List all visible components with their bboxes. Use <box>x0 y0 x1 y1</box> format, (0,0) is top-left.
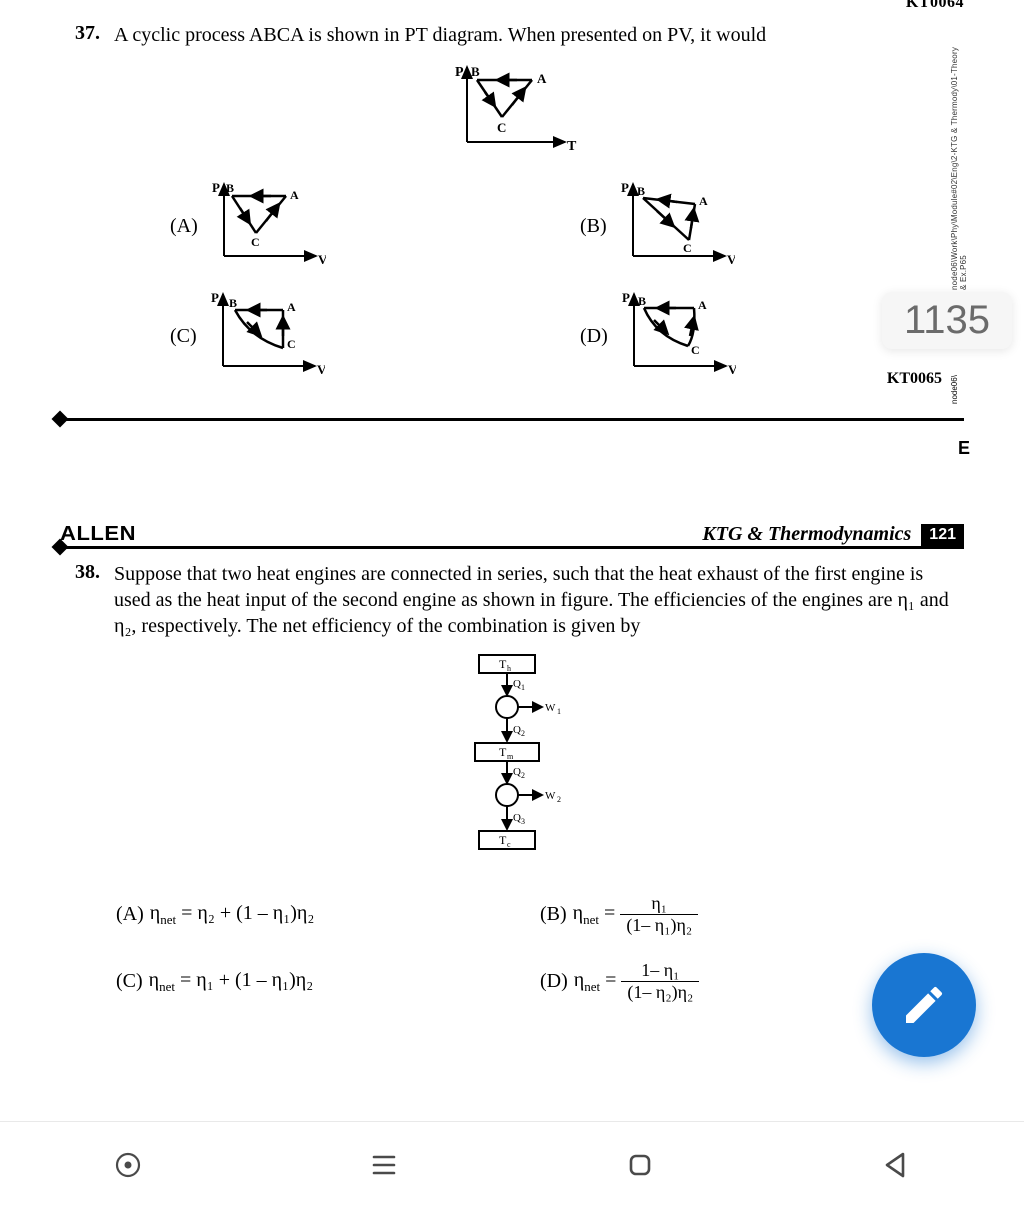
q37-opt-a-label: (A) <box>170 215 198 268</box>
svg-text:P: P <box>621 180 629 195</box>
side-path-text: node06\Work\Phy\Module#02\Eng\2-KTG & Th… <box>950 40 970 290</box>
q38-option-b[interactable]: (B) ηnet = η₁(1– η₁)η₂ <box>540 893 964 936</box>
svg-text:T: T <box>499 657 507 671</box>
nav-home-button[interactable] <box>625 1150 655 1180</box>
question-38: 38. Suppose that two heat engines are co… <box>60 561 964 639</box>
svg-text:B: B <box>638 294 646 308</box>
svg-text:Q: Q <box>513 812 521 824</box>
svg-text:3: 3 <box>521 817 525 826</box>
axis-p-label: P <box>455 65 464 80</box>
q37-option-d[interactable]: (D) P V B A C <box>580 268 930 378</box>
svg-text:C: C <box>251 235 260 249</box>
q37-main-diagram: P T B A C <box>60 62 964 152</box>
svg-text:A: A <box>699 194 708 208</box>
svg-text:B: B <box>637 184 645 198</box>
svg-text:V: V <box>317 362 325 377</box>
svg-text:P: P <box>622 290 630 305</box>
e-label: E <box>958 438 970 459</box>
q38-option-a[interactable]: (A) ηnet = η₂ + (1 – η₁)η₂ <box>116 893 540 936</box>
axis-t-label: T <box>567 139 577 152</box>
q37-option-b[interactable]: (B) P V B A C <box>580 158 930 268</box>
q38-number: 38. <box>60 561 100 639</box>
svg-text:Q: Q <box>513 678 521 690</box>
svg-text:1: 1 <box>521 683 525 692</box>
svg-text:V: V <box>318 252 326 267</box>
q37-opt-d-label: (D) <box>580 325 608 378</box>
q38-text: Suppose that two heat engines are connec… <box>114 561 964 639</box>
chapter-header: ALLEN KTG & Thermodynamics 121 <box>60 521 964 549</box>
nav-recents-button[interactable] <box>369 1150 399 1180</box>
q38-opt-b-label: (B) <box>540 903 567 926</box>
svg-text:C: C <box>683 241 692 255</box>
q37-option-c[interactable]: (C) P V B A C <box>170 268 520 378</box>
q38-option-c[interactable]: (C) ηnet = η₁ + (1 – η₁)η₂ <box>116 960 540 1003</box>
svg-text:Q: Q <box>513 766 521 778</box>
nav-back-button[interactable] <box>881 1150 911 1180</box>
section-divider: E <box>60 418 964 421</box>
svg-text:W: W <box>545 790 556 802</box>
svg-text:2: 2 <box>557 795 561 804</box>
svg-text:B: B <box>471 64 480 79</box>
svg-text:1: 1 <box>557 707 561 716</box>
view-count-badge: 1135 <box>882 292 1012 349</box>
header-code: KT0064 <box>906 0 964 12</box>
q37-opt-c-label: (C) <box>170 325 197 378</box>
svg-text:V: V <box>728 362 736 377</box>
allen-logo-text: ALLEN <box>60 523 136 546</box>
svg-text:W: W <box>545 702 556 714</box>
svg-text:c: c <box>507 840 511 849</box>
svg-text:B: B <box>229 296 237 310</box>
svg-text:T: T <box>499 833 507 847</box>
svg-text:P: P <box>211 290 219 305</box>
svg-text:T: T <box>499 745 507 759</box>
q37-opt-b-label: (B) <box>580 215 607 268</box>
svg-text:C: C <box>497 120 506 135</box>
svg-text:m: m <box>507 752 514 761</box>
svg-text:A: A <box>290 188 299 202</box>
svg-text:h: h <box>507 664 511 673</box>
q37-text: A cyclic process ABCA is shown in PT dia… <box>114 22 964 48</box>
svg-text:A: A <box>698 298 707 312</box>
q38-options: (A) ηnet = η₂ + (1 – η₁)η₂ (B) ηnet = η₁… <box>116 893 964 1003</box>
q38-opt-a-label: (A) <box>116 903 144 926</box>
svg-text:P: P <box>212 180 220 195</box>
pencil-icon <box>900 981 948 1029</box>
svg-text:V: V <box>727 252 735 267</box>
svg-text:2: 2 <box>521 729 525 738</box>
android-nav-bar <box>0 1121 1024 1207</box>
side-path-text-2: node06\ <box>950 364 964 404</box>
kt-code-2: KT0065 <box>887 370 942 388</box>
svg-text:Q: Q <box>513 724 521 736</box>
q38-opt-c-label: (C) <box>116 970 143 993</box>
svg-text:C: C <box>691 343 700 357</box>
q37-option-a[interactable]: (A) P V B A C <box>170 158 520 268</box>
svg-text:A: A <box>287 300 296 314</box>
svg-text:C: C <box>287 337 296 351</box>
q38-opt-d-label: (D) <box>540 970 568 993</box>
edit-fab-button[interactable] <box>872 953 976 1057</box>
question-37: 37. A cyclic process ABCA is shown in PT… <box>60 0 964 48</box>
svg-text:A: A <box>537 71 547 86</box>
q37-options: (A) P V B A C (B) P <box>170 158 964 378</box>
q38-diagram: Th Q1 W1 Q2 Tm Q2 W2 Q3 Tc <box>60 653 964 873</box>
svg-text:2: 2 <box>521 771 525 780</box>
svg-text:B: B <box>226 181 234 195</box>
nav-screenshot-button[interactable] <box>113 1150 143 1180</box>
chapter-title: KTG & Thermodynamics <box>702 523 911 546</box>
q37-number: 37. <box>60 22 100 48</box>
page-number: 121 <box>921 524 964 546</box>
